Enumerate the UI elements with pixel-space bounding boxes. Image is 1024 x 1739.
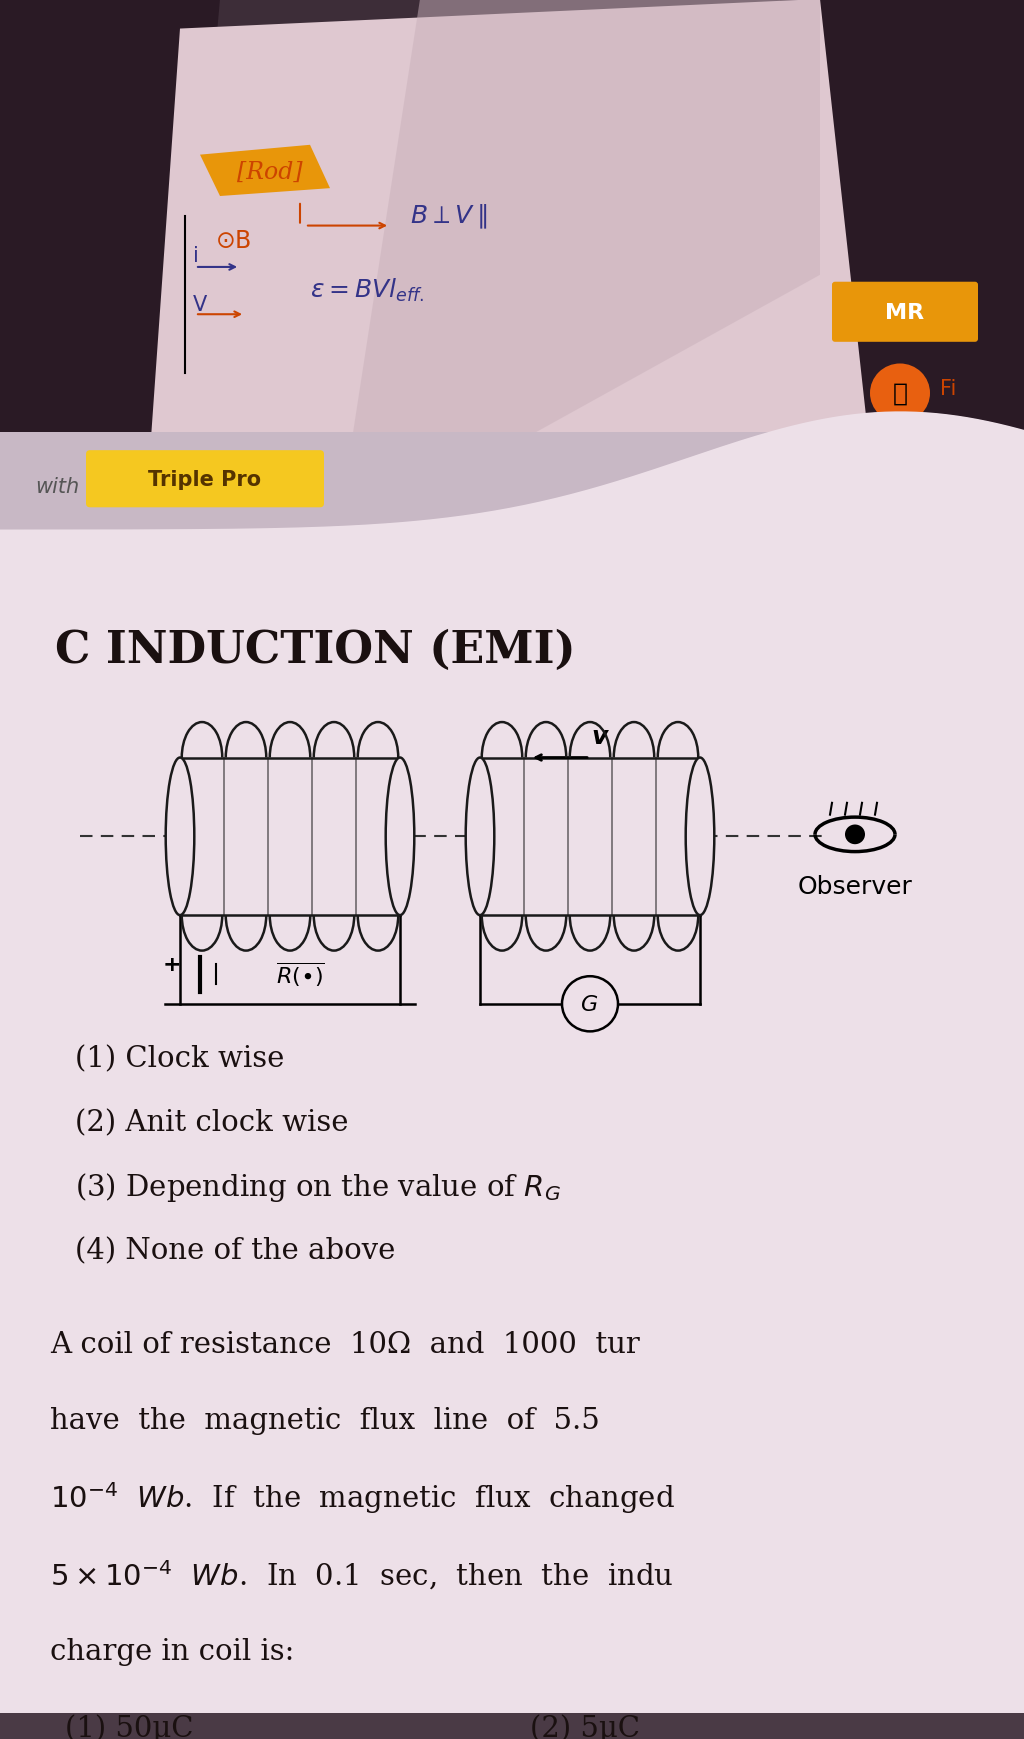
Text: charge in coil is:: charge in coil is:: [50, 1636, 294, 1664]
Text: [Rod]: [Rod]: [238, 160, 303, 184]
Text: G: G: [582, 995, 599, 1014]
Text: Fi: Fi: [940, 379, 956, 398]
Text: +: +: [163, 955, 181, 976]
Text: (2) 5μC: (2) 5μC: [530, 1713, 640, 1739]
Circle shape: [905, 438, 995, 527]
Text: $\varepsilon = BVl_{eff.}$: $\varepsilon = BVl_{eff.}$: [310, 277, 424, 304]
Text: C INDUCTION (EMI): C INDUCTION (EMI): [55, 628, 575, 671]
Circle shape: [845, 824, 865, 845]
Polygon shape: [350, 0, 820, 452]
Text: $B\perp V\parallel$: $B\perp V\parallel$: [410, 202, 487, 231]
FancyBboxPatch shape: [86, 450, 324, 508]
Bar: [0, 433, 1024, 562]
Polygon shape: [150, 0, 870, 452]
Text: (1) Clock wise: (1) Clock wise: [75, 1045, 285, 1073]
Text: $\odot$B: $\odot$B: [215, 230, 252, 254]
Text: (2) Anit clock wise: (2) Anit clock wise: [75, 1108, 348, 1136]
Bar: [0, 0, 1024, 452]
Text: $5 \times 10^{-4}$  $Wb$.  In  0.1  sec,  then  the  indu: $5 \times 10^{-4}$ $Wb$. In 0.1 sec, the…: [50, 1558, 674, 1591]
Text: (1) 50μC: (1) 50μC: [65, 1713, 194, 1739]
Text: $\overline{R(\bullet)}$: $\overline{R(\bullet)}$: [275, 960, 325, 989]
Text: (4) None of the above: (4) None of the above: [75, 1236, 395, 1264]
Text: Observer: Observer: [798, 875, 912, 897]
Ellipse shape: [466, 758, 495, 916]
Ellipse shape: [386, 758, 415, 916]
Ellipse shape: [166, 758, 195, 916]
Text: Triple Pro: Triple Pro: [148, 470, 261, 489]
Text: V: V: [193, 296, 207, 315]
Bar: [480, 758, 700, 916]
Text: A coil of resistance  10Ω  and  1000  tur: A coil of resistance 10Ω and 1000 tur: [50, 1330, 640, 1358]
Polygon shape: [0, 0, 220, 452]
Text: i: i: [193, 245, 199, 266]
Text: 🔥: 🔥: [893, 383, 907, 405]
Bar: [180, 758, 400, 916]
Text: MR: MR: [886, 303, 925, 323]
Polygon shape: [200, 146, 330, 197]
Circle shape: [562, 977, 618, 1031]
Polygon shape: [780, 0, 1024, 452]
Text: with: with: [35, 476, 79, 496]
Circle shape: [870, 363, 930, 423]
Text: $10^{-4}$  $Wb$.  If  the  magnetic  flux  changed: $10^{-4}$ $Wb$. If the magnetic flux cha…: [50, 1480, 675, 1515]
Text: (3) Depending on the value of $R_G$: (3) Depending on the value of $R_G$: [75, 1170, 561, 1203]
Text: have  the  magnetic  flux  line  of  5.5: have the magnetic flux line of 5.5: [50, 1407, 600, 1435]
Ellipse shape: [686, 758, 715, 916]
Text: v: v: [592, 725, 608, 748]
FancyBboxPatch shape: [831, 282, 978, 343]
